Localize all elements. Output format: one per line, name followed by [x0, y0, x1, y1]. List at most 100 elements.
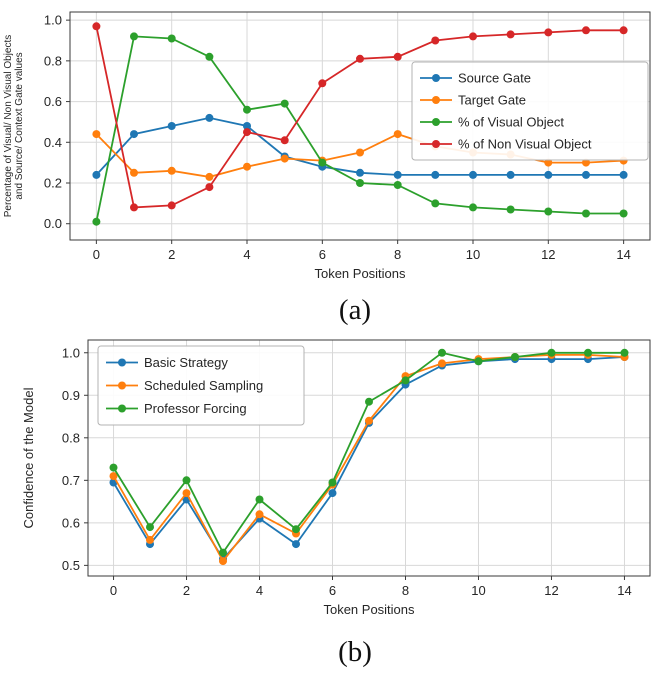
y-tick-label: 0.8	[62, 430, 80, 445]
data-point	[243, 162, 251, 171]
data-point	[243, 122, 251, 130]
x-tick-label: 0	[110, 583, 117, 598]
data-point	[328, 489, 337, 498]
legend-marker	[118, 381, 126, 390]
data-point	[92, 130, 101, 139]
y-tick-label: 0.5	[62, 558, 80, 573]
x-tick-label: 14	[616, 247, 630, 262]
data-point	[243, 128, 251, 137]
data-point	[620, 348, 629, 357]
data-point	[243, 105, 251, 114]
data-point	[205, 183, 214, 192]
data-point	[365, 416, 373, 425]
data-point	[619, 170, 628, 179]
data-point	[92, 22, 101, 31]
figure-b: 0 2 4 6 8 10 12 14 0.5 0.6 0.7 0.8 0.9 1.0 Token Posit…	[0, 326, 670, 668]
data-point	[619, 209, 628, 218]
legend-marker	[118, 358, 126, 367]
data-point	[167, 122, 176, 130]
data-point	[280, 99, 289, 108]
x-tick-label: 8	[402, 583, 409, 598]
data-point	[619, 26, 628, 35]
data-point	[182, 489, 191, 498]
x-axis-label: Token Positions	[323, 602, 415, 617]
data-point	[438, 348, 446, 357]
x-tick-label: 0	[93, 247, 100, 262]
data-point	[393, 52, 402, 61]
data-point	[292, 540, 300, 549]
y-tick-label: 1.0	[62, 345, 80, 360]
chart-a-gates-plot: 0 2 4 6 8 10 12 14 0.0 0.2 0.4 0.6 0.8 1.0 Token Posit…	[3, 11, 651, 281]
data-point	[219, 557, 227, 566]
x-tick-label: 8	[394, 247, 401, 262]
data-point	[584, 348, 592, 357]
x-tick-label: 2	[183, 583, 190, 598]
data-point	[469, 203, 477, 212]
data-point	[431, 36, 440, 45]
data-point	[182, 476, 191, 485]
legend-marker	[118, 404, 126, 413]
legend-marker	[432, 140, 440, 148]
x-tick-label: 14	[617, 583, 631, 598]
data-point	[109, 472, 118, 481]
data-point	[506, 205, 515, 214]
data-point	[255, 510, 264, 519]
data-point	[544, 170, 553, 179]
data-point	[280, 136, 289, 145]
data-point	[544, 28, 553, 37]
y-axis-label: Confidence of the Model	[21, 387, 36, 528]
x-tick-label: 6	[319, 247, 326, 262]
data-point	[92, 170, 101, 179]
data-point	[109, 463, 118, 472]
data-point	[506, 170, 515, 179]
data-point	[438, 359, 446, 368]
y-tick-label: 0.8	[44, 53, 62, 68]
data-point	[356, 168, 364, 177]
data-point	[469, 32, 477, 41]
caption-b: (b)	[338, 636, 372, 668]
data-point	[356, 54, 364, 63]
legend-item-label: % of Non Visual Object	[458, 137, 592, 152]
data-point	[219, 548, 227, 557]
y-tick-label: 0.4	[44, 135, 62, 150]
data-point	[474, 357, 483, 366]
x-tick-label: 12	[544, 583, 558, 598]
data-point	[582, 26, 590, 35]
data-point	[328, 478, 337, 487]
chart-b-confidence-plot: 0 2 4 6 8 10 12 14 0.5 0.6 0.7 0.8 0.9 1.0 Token Posit…	[21, 339, 651, 617]
y-axis-label: Percentage of Visual/ Non Visual Objects	[3, 35, 14, 218]
data-point	[582, 158, 590, 167]
legend-marker	[432, 118, 440, 126]
legend-item-label: Source Gate	[458, 71, 531, 86]
data-point	[469, 170, 477, 179]
legend-item-label: Target Gate	[458, 93, 526, 108]
data-point	[393, 181, 402, 189]
data-point	[511, 353, 519, 361]
plot-border	[69, 11, 651, 241]
data-point	[205, 172, 214, 181]
data-point	[544, 207, 553, 216]
x-tick-label: 10	[466, 247, 480, 262]
x-tick-label: 4	[256, 583, 263, 598]
x-tick-label: 2	[168, 247, 175, 262]
caption-a: (a)	[338, 294, 372, 326]
data-point	[431, 199, 440, 208]
data-point	[205, 52, 214, 61]
legend-marker	[432, 74, 440, 82]
data-point	[365, 397, 373, 406]
plot-border	[87, 339, 651, 577]
data-point	[146, 535, 154, 544]
data-point	[393, 130, 402, 139]
legend-item-label: Basic Strategy	[144, 355, 228, 370]
data-point	[292, 525, 300, 534]
legend-box	[97, 345, 305, 426]
data-point	[167, 166, 176, 175]
data-point	[146, 523, 154, 532]
data-point	[356, 148, 364, 157]
data-point	[92, 217, 101, 226]
x-tick-label: 10	[471, 583, 485, 598]
data-point	[356, 179, 364, 187]
data-point	[318, 79, 327, 88]
y-tick-label: 0.6	[44, 94, 62, 109]
y-tick-label: 0.2	[44, 176, 62, 191]
